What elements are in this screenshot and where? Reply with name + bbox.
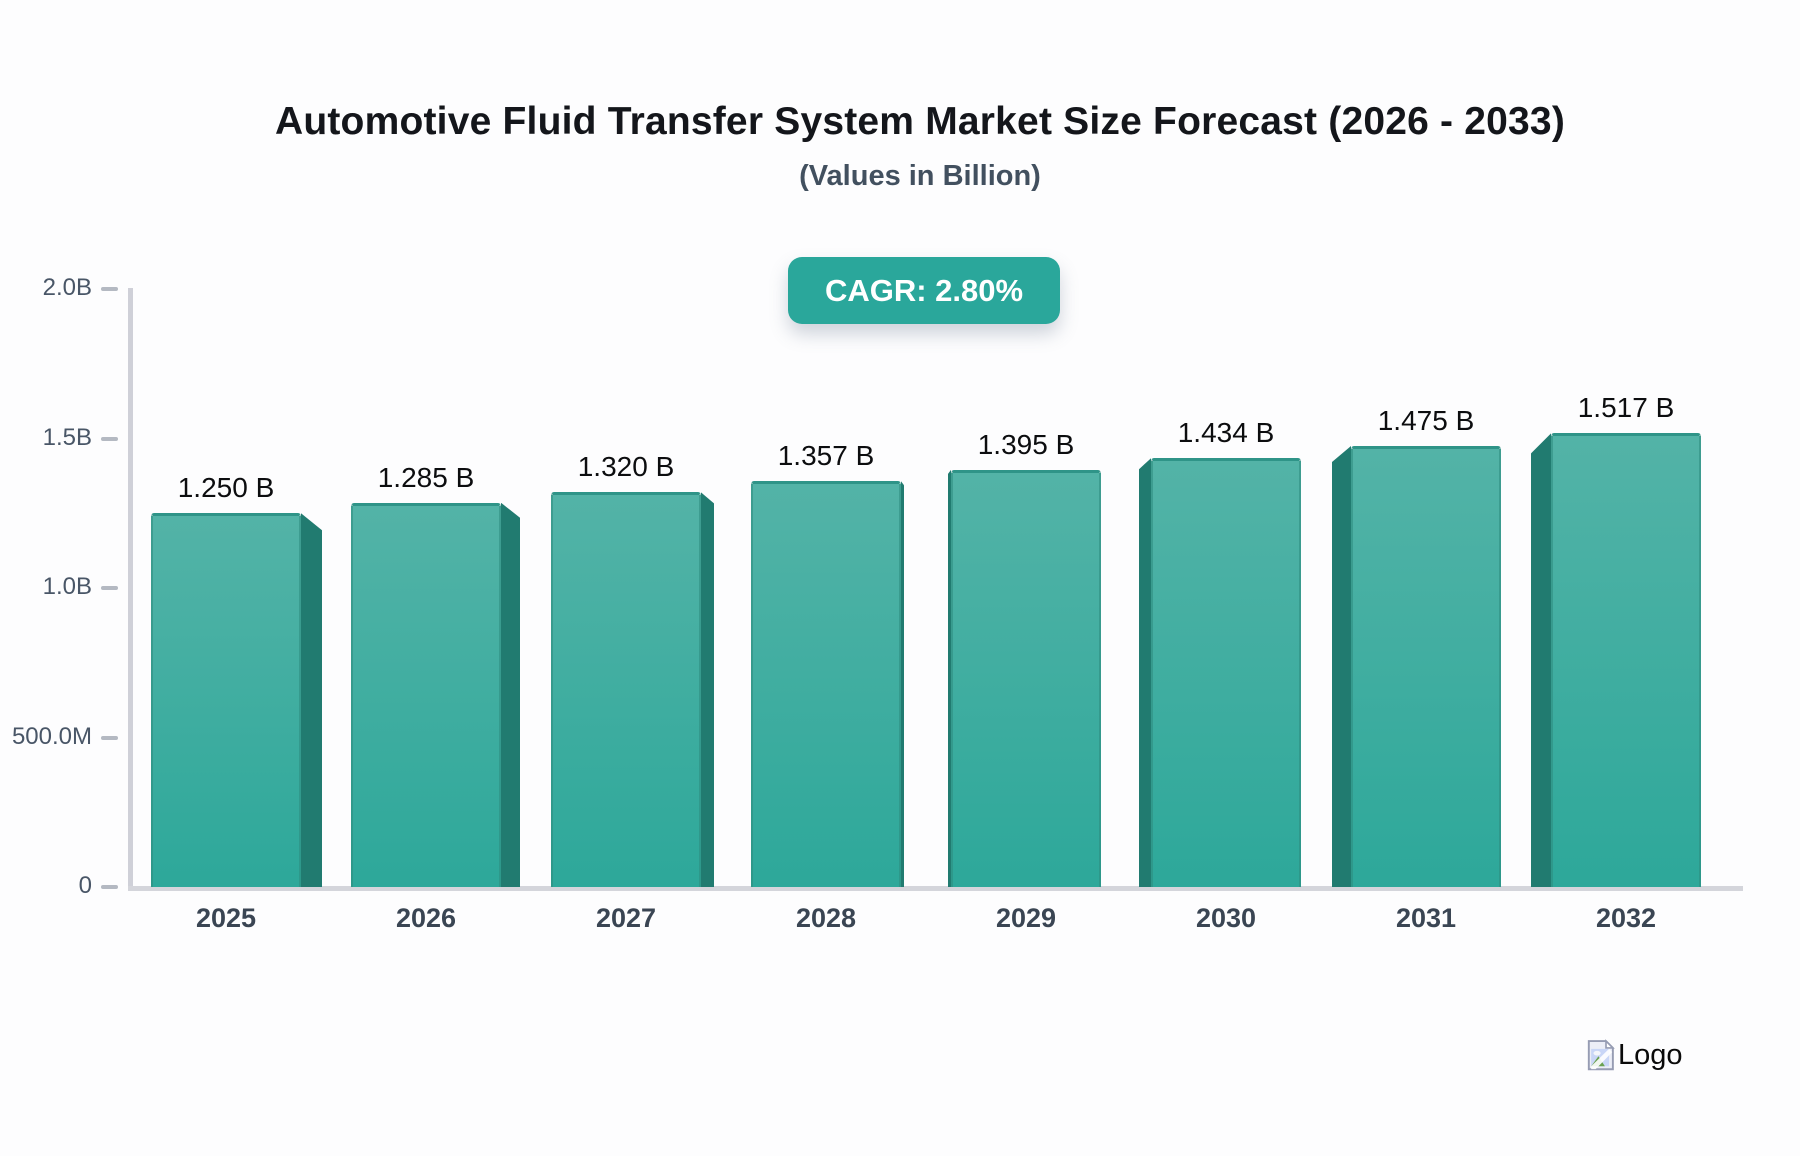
cagr-badge: CAGR: 2.80% (788, 257, 1060, 324)
bar-2027 (551, 492, 701, 887)
bar-3d-side-2028 (901, 481, 904, 887)
bar-2025 (151, 513, 301, 887)
cagr-badge-label: CAGR: 2.80% (824, 272, 1024, 308)
bar-value-label-2031: 1.475 B (1377, 404, 1475, 436)
bar-value-label-2029: 1.395 B (977, 428, 1075, 460)
bar-2028 (751, 481, 901, 887)
logo: Logo (1584, 1038, 1683, 1072)
broken-image-icon (1587, 1039, 1615, 1071)
bar-value-label-2026: 1.285 B (377, 461, 475, 493)
bar-2029 (951, 469, 1101, 887)
bar-2026 (351, 502, 501, 887)
x-tick-label-2028: 2028 (795, 903, 857, 933)
y-tick-mark (101, 586, 118, 590)
bar-value-label-2030: 1.434 B (1177, 417, 1275, 449)
x-tick-label-2027: 2027 (595, 903, 657, 933)
y-tick-mark (101, 436, 118, 441)
y-tick-label: 1.0B (42, 573, 92, 600)
bar-value-label-2032: 1.517 B (1577, 392, 1675, 424)
bar-2031 (1351, 445, 1501, 887)
x-tick-label-2030: 2030 (1195, 903, 1257, 933)
y-tick-label: 0 (78, 872, 92, 899)
logo-alt-text: Logo (1618, 1039, 1683, 1071)
bar-value-label-2025: 1.250 B (177, 472, 275, 504)
x-axis-line (128, 886, 1743, 891)
bar-3d-side-2031 (1332, 445, 1351, 887)
bar-3d-side-2029 (948, 469, 951, 887)
y-tick-mark (101, 287, 118, 291)
x-tick-label-2031: 2031 (1395, 903, 1457, 933)
x-tick-label-2025: 2025 (195, 903, 257, 933)
y-tick-label: 1.5B (42, 423, 92, 451)
y-axis-line (128, 288, 133, 890)
bar-3d-side-2025 (301, 513, 322, 887)
x-tick-label-2032: 2032 (1595, 903, 1657, 933)
bar-3d-side-2032 (1531, 433, 1551, 887)
x-tick-label-2026: 2026 (395, 903, 457, 933)
chart-subtitle: (Values in Billion) (799, 160, 1041, 192)
chart-title: Automotive Fluid Transfer System Market … (274, 100, 1566, 143)
y-tick-label: 2.0B (42, 274, 92, 301)
y-tick-label: 500.0M (11, 722, 92, 750)
bar-value-label-2027: 1.320 B (577, 451, 675, 483)
bar-2032 (1551, 433, 1701, 887)
x-tick-label-2029: 2029 (995, 903, 1057, 933)
bar-3d-side-2026 (501, 502, 520, 887)
y-tick-mark (101, 885, 118, 889)
bar-2030 (1151, 458, 1301, 887)
bar-3d-side-2027 (701, 492, 714, 887)
bar-3d-side-2030 (1139, 458, 1151, 887)
y-tick-mark (101, 735, 118, 740)
bar-value-label-2028: 1.357 B (777, 440, 875, 472)
